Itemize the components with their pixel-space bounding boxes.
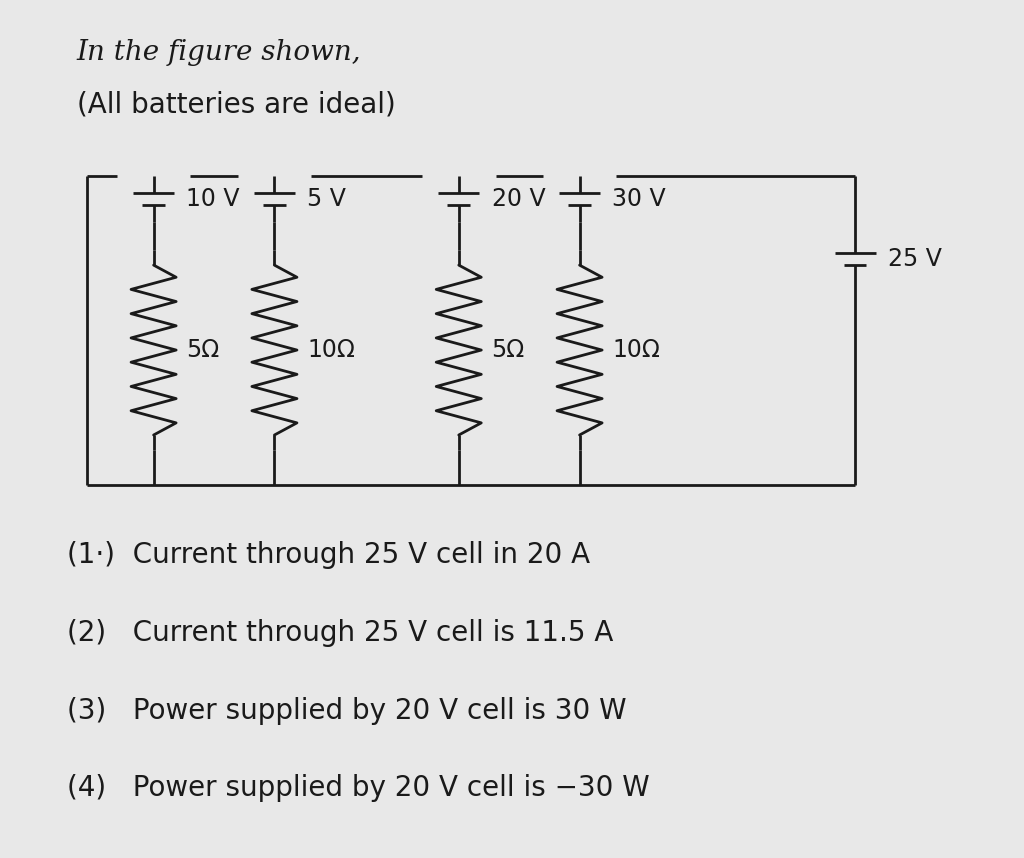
Text: 5Ω: 5Ω <box>186 338 219 362</box>
Text: 30 V: 30 V <box>612 187 666 211</box>
Text: 25 V: 25 V <box>888 247 942 271</box>
Text: 10Ω: 10Ω <box>612 338 660 362</box>
Text: (1·)  Current through 25 V cell in 20 A: (1·) Current through 25 V cell in 20 A <box>67 541 590 569</box>
Text: In the figure shown,: In the figure shown, <box>77 39 361 65</box>
Text: (3)   Power supplied by 20 V cell is 30 W: (3) Power supplied by 20 V cell is 30 W <box>67 697 627 725</box>
Text: 5Ω: 5Ω <box>492 338 524 362</box>
Text: 5 V: 5 V <box>307 187 346 211</box>
Text: 20 V: 20 V <box>492 187 545 211</box>
Text: (2)   Current through 25 V cell is 11.5 A: (2) Current through 25 V cell is 11.5 A <box>67 619 613 648</box>
Text: 10 V: 10 V <box>186 187 240 211</box>
Text: (All batteries are ideal): (All batteries are ideal) <box>77 90 395 118</box>
Text: (4)   Power supplied by 20 V cell is −30 W: (4) Power supplied by 20 V cell is −30 W <box>67 774 649 802</box>
Text: 10Ω: 10Ω <box>307 338 355 362</box>
